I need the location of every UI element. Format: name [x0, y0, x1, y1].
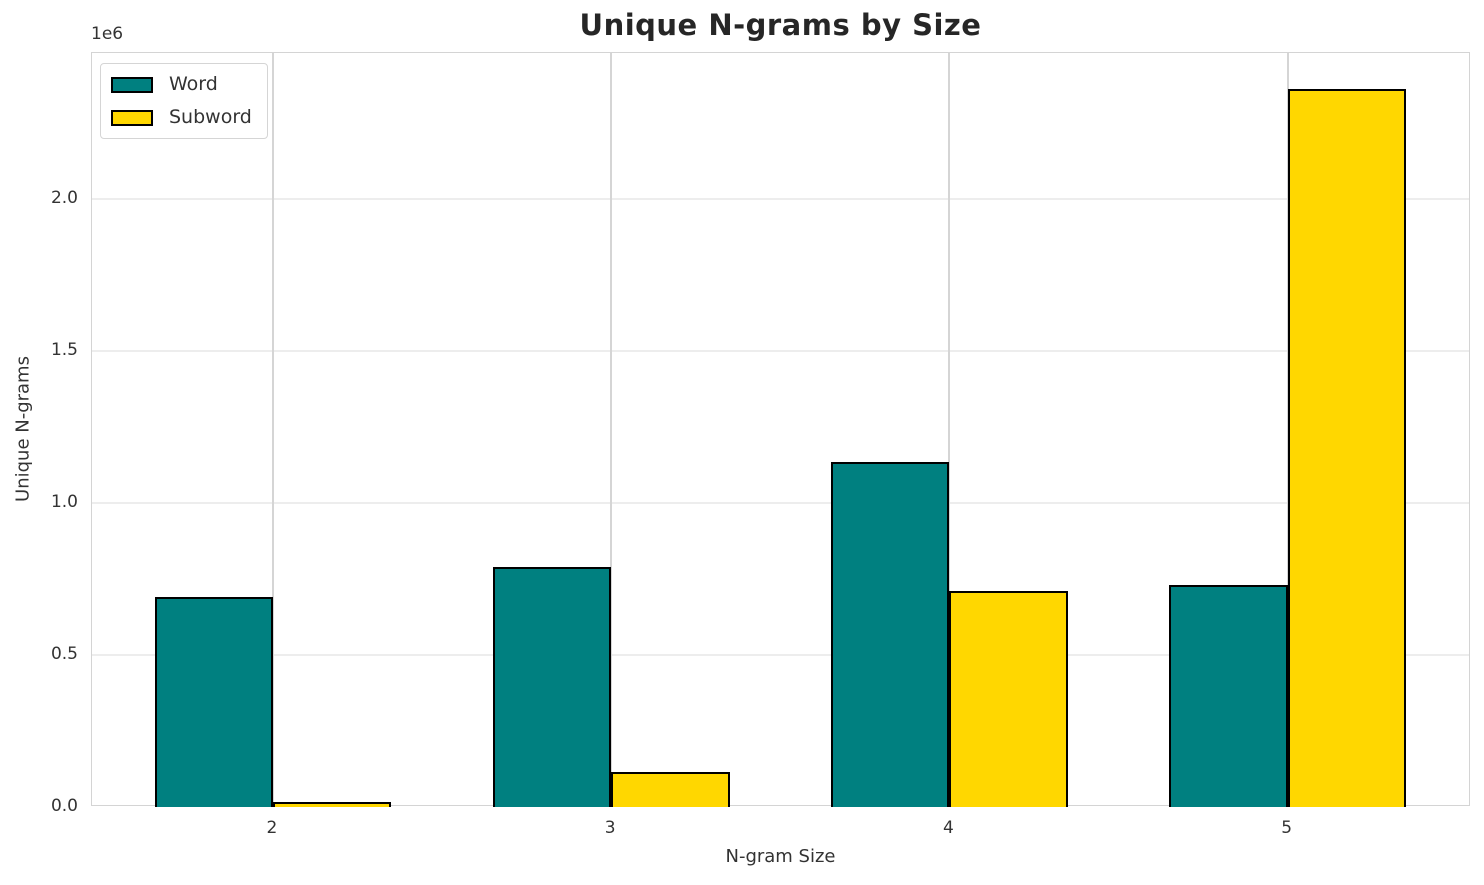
y-tick-label: 0.5: [50, 643, 78, 664]
legend-swatch-word: [111, 76, 153, 93]
bar-subword-2: [272, 802, 392, 807]
legend-swatch-subword: [111, 109, 153, 126]
x-gridline: [610, 53, 613, 805]
bar-subword-5: [1287, 88, 1407, 807]
bar-subword-3: [611, 772, 730, 807]
y-gridline: [92, 654, 1469, 656]
y-tick-label: 1.5: [50, 339, 78, 360]
y-gridline: [92, 502, 1469, 504]
legend-label-subword: Subword: [169, 106, 252, 128]
legend-item-word: Word: [111, 74, 252, 95]
chart-title: Unique N-grams by Size: [579, 8, 982, 42]
x-axis-label: N-gram Size: [725, 846, 836, 867]
bar-word-5: [1169, 585, 1288, 807]
x-gridline: [271, 53, 274, 805]
x-tick-label: 4: [943, 818, 954, 838]
x-gridline: [948, 53, 951, 805]
bar-word-4: [831, 462, 950, 807]
y-gridline: [92, 350, 1469, 352]
legend-label-word: Word: [169, 73, 218, 95]
y-tick-label: 1.0: [50, 491, 78, 512]
legend-item-subword: Subword: [111, 107, 252, 128]
plot-area: Word Subword: [91, 52, 1470, 807]
legend: Word Subword: [100, 63, 268, 139]
x-tick-label: 2: [266, 818, 278, 838]
y-axis-offset-text: 1e6: [91, 24, 124, 44]
y-tick-label: 2.0: [50, 187, 78, 208]
bar-word-3: [492, 566, 612, 807]
y-tick-label: 0.0: [50, 796, 78, 816]
bar-word-2: [154, 597, 273, 807]
y-gridline: [92, 198, 1469, 200]
x-tick-label: 5: [1281, 818, 1293, 838]
x-tick-label: 3: [604, 818, 616, 838]
y-axis-label: Unique N-grams: [12, 356, 34, 502]
bar-subword-4: [949, 591, 1068, 807]
